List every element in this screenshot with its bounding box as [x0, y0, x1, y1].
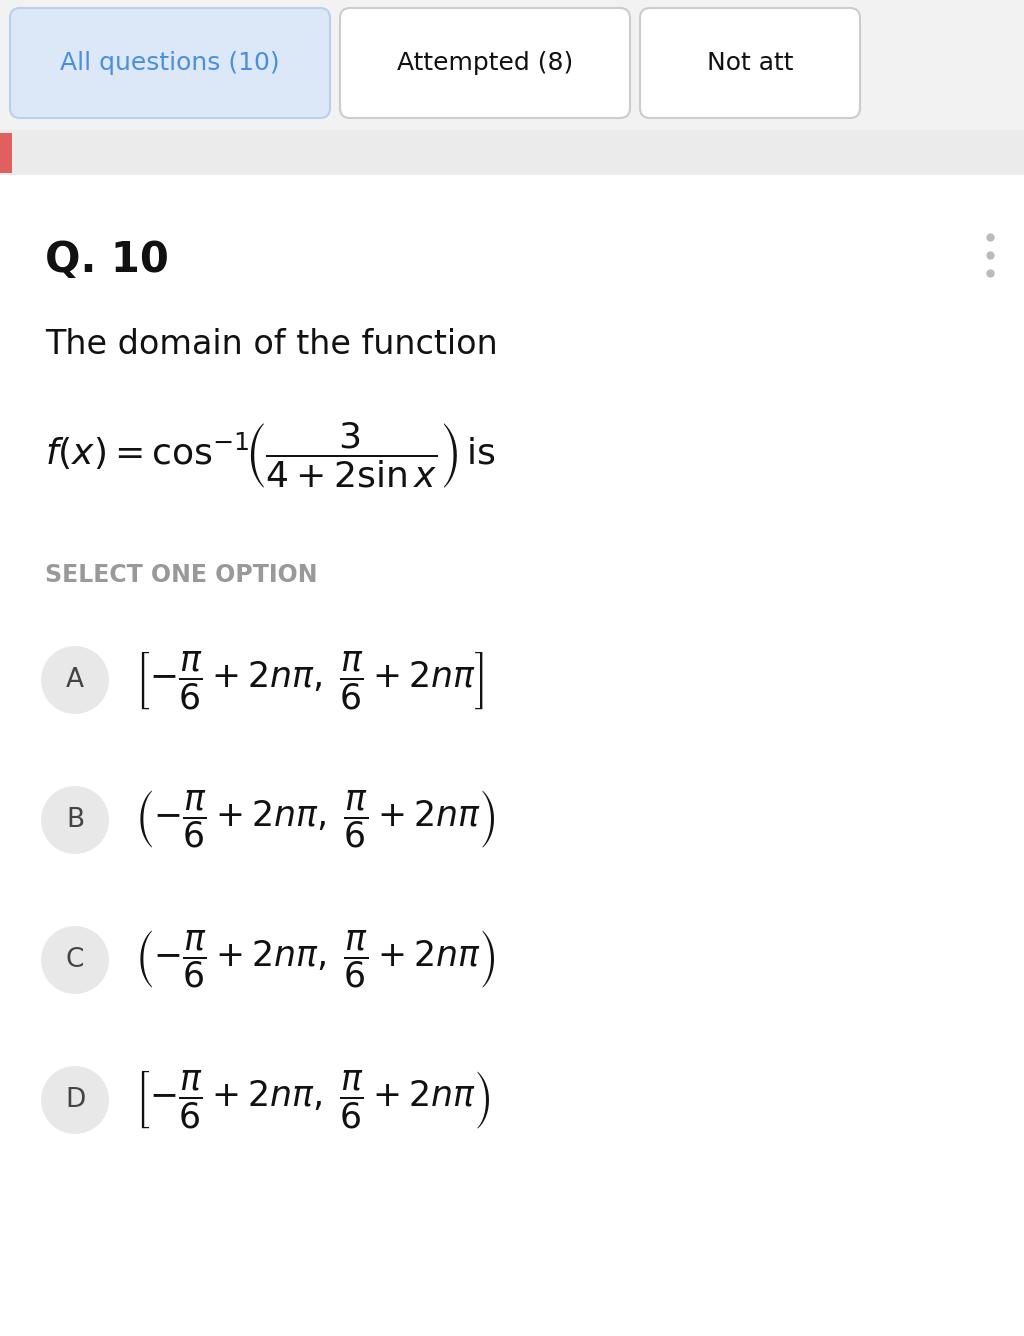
Circle shape: [41, 786, 109, 854]
Text: $\left(-\dfrac{\pi}{6} + 2n\pi,\; \dfrac{\pi}{6} + 2n\pi\right)$: $\left(-\dfrac{\pi}{6} + 2n\pi,\; \dfrac…: [135, 790, 496, 851]
FancyBboxPatch shape: [0, 130, 1024, 175]
FancyBboxPatch shape: [10, 8, 330, 118]
FancyBboxPatch shape: [0, 0, 1024, 130]
Text: All questions (10): All questions (10): [60, 51, 280, 75]
Text: Q. 10: Q. 10: [45, 239, 169, 281]
FancyBboxPatch shape: [0, 134, 12, 172]
Circle shape: [41, 647, 109, 713]
Text: $\left[-\dfrac{\pi}{6} + 2n\pi,\; \dfrac{\pi}{6} + 2n\pi\right)$: $\left[-\dfrac{\pi}{6} + 2n\pi,\; \dfrac…: [135, 1069, 490, 1132]
Text: Not att: Not att: [707, 51, 794, 75]
Text: $\left(-\dfrac{\pi}{6} + 2n\pi,\; \dfrac{\pi}{6} + 2n\pi\right)$: $\left(-\dfrac{\pi}{6} + 2n\pi,\; \dfrac…: [135, 929, 496, 991]
Text: A: A: [66, 667, 84, 693]
Circle shape: [41, 926, 109, 994]
Text: Attempted (8): Attempted (8): [397, 51, 573, 75]
FancyBboxPatch shape: [0, 175, 1024, 1336]
Circle shape: [41, 1066, 109, 1134]
Text: The domain of the function: The domain of the function: [45, 329, 498, 362]
Text: D: D: [65, 1088, 85, 1113]
FancyBboxPatch shape: [640, 8, 860, 118]
Text: $f\left(x\right) = \cos^{-1}\!\!\left(\dfrac{3}{4 + 2\sin x}\right)\!\text{ is}$: $f\left(x\right) = \cos^{-1}\!\!\left(\d…: [45, 420, 496, 490]
FancyBboxPatch shape: [340, 8, 630, 118]
Text: B: B: [66, 807, 84, 834]
Text: C: C: [66, 947, 84, 973]
Text: SELECT ONE OPTION: SELECT ONE OPTION: [45, 562, 317, 587]
Text: $\left[-\dfrac{\pi}{6} + 2n\pi,\; \dfrac{\pi}{6} + 2n\pi\right]$: $\left[-\dfrac{\pi}{6} + 2n\pi,\; \dfrac…: [135, 649, 484, 711]
